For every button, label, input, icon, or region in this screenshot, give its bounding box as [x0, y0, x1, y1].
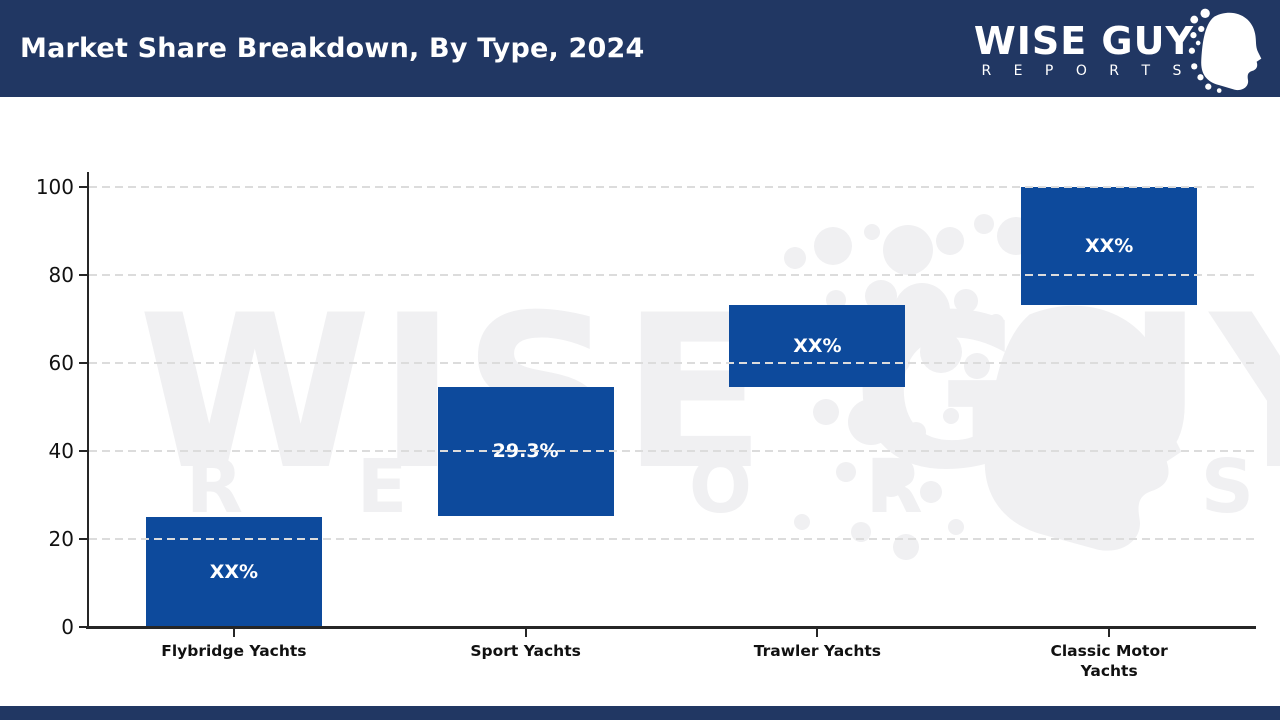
y-tick-label: 0	[61, 615, 74, 639]
footer-bar	[0, 706, 1280, 720]
x-axis-line	[86, 626, 1256, 629]
wise-guy-reports-logo: WISE GUY R E P O R T S	[974, 6, 1266, 94]
y-tick	[79, 362, 87, 364]
logo-head-icon	[1188, 8, 1262, 93]
x-category-label: Trawler Yachts	[753, 642, 882, 660]
gridline	[89, 538, 1255, 540]
x-tick	[232, 629, 235, 637]
header-bar: Market Share Breakdown, By Type, 2024 WI…	[0, 0, 1280, 97]
logo-text-block: WISE GUY R E P O R T S	[974, 22, 1194, 79]
x-tick	[1108, 629, 1111, 637]
gridline	[89, 274, 1255, 276]
bar: XX%	[1021, 187, 1198, 306]
y-tick	[79, 626, 87, 628]
y-tick-label: 40	[48, 439, 74, 463]
gridline	[89, 186, 1255, 188]
logo-wiseguy-text: WISE GUY	[973, 18, 1194, 63]
bar-value-label: XX%	[209, 560, 259, 583]
x-category-label: Sport Yachts	[470, 642, 581, 660]
bar-value-label: XX%	[793, 335, 842, 358]
page-title: Market Share Breakdown, By Type, 2024	[20, 33, 645, 64]
y-tick-label: 20	[48, 527, 74, 551]
y-tick	[79, 274, 87, 276]
x-tick	[524, 629, 527, 637]
x-category-label: Classic Motor Yachts	[1050, 642, 1168, 681]
y-tick-label: 80	[48, 263, 74, 287]
bar-value-label: XX%	[1084, 235, 1134, 258]
bar: XX%	[729, 305, 906, 387]
x-category-label: Flybridge Yachts	[161, 642, 307, 660]
y-tick	[79, 186, 87, 188]
y-tick-label: 60	[48, 351, 74, 375]
bar: XX%	[145, 516, 322, 627]
y-tick-label: 100	[35, 175, 74, 199]
watermark-face-silhouette	[984, 305, 1182, 551]
gridline	[89, 362, 1255, 364]
y-tick	[79, 538, 87, 540]
gridline	[89, 450, 1255, 452]
y-axis-line	[87, 172, 89, 628]
x-tick	[816, 629, 819, 637]
logo-reports-text: R E P O R T S	[981, 62, 1191, 79]
y-tick	[79, 450, 87, 452]
